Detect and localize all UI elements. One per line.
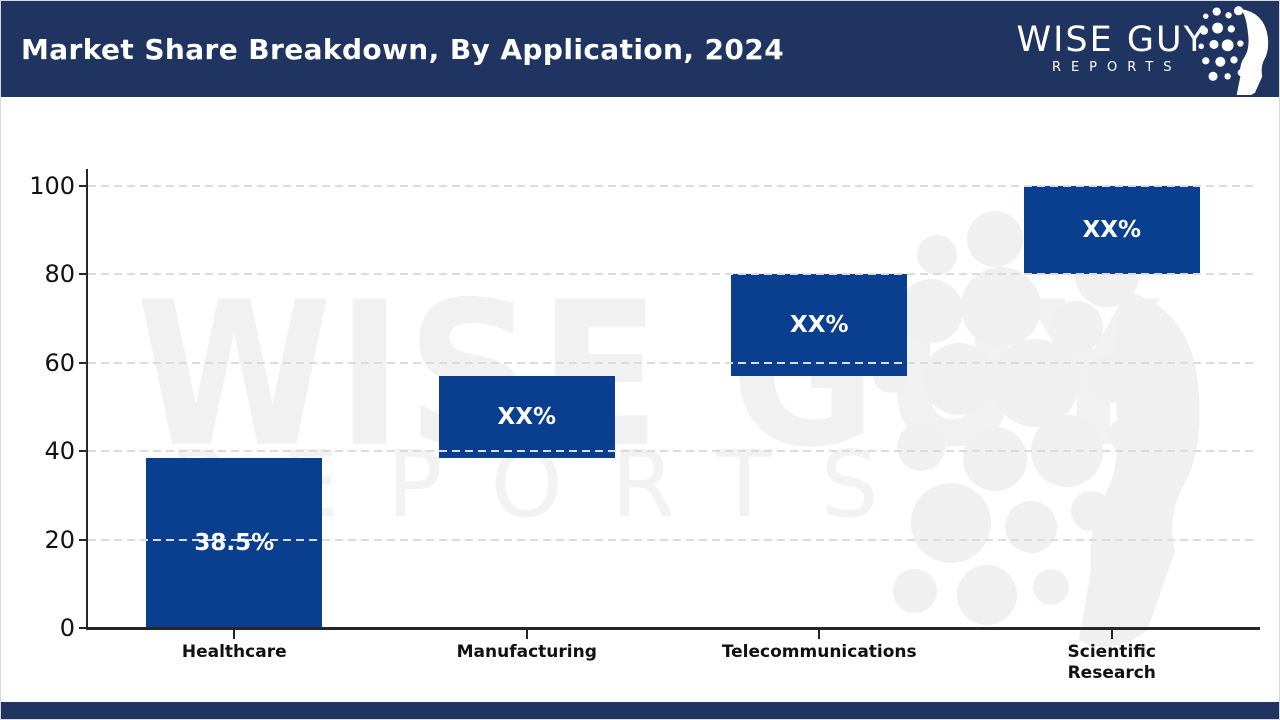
bar-value-label: XX% (789, 312, 849, 339)
x-tick-label-line: Scientific (1067, 642, 1156, 662)
y-tick-label: 20 (44, 525, 75, 554)
gridline-80 (88, 273, 1258, 276)
y-tick-label: 40 (44, 437, 75, 466)
bar-value-label: XX% (497, 403, 557, 430)
logo-wiseguy-label: WISE GUY (1016, 20, 1207, 60)
x-tick-label-line: Telecommunications (721, 642, 917, 662)
x-tick-label: Manufacturing (407, 642, 647, 663)
y-tick-mark (79, 361, 87, 364)
y-axis-spine (86, 169, 88, 630)
logo-head-dots-icon (1198, 6, 1269, 95)
wise-guy-reports-logo: WISE GUY REPORTS (1016, 3, 1279, 95)
x-tick-mark (233, 630, 236, 639)
x-tick-label: Telecommunications (699, 642, 939, 663)
y-tick-mark (79, 450, 87, 453)
header-bar: Market Share Breakdown, By Application, … (1, 1, 1279, 97)
x-tick-mark (818, 630, 821, 639)
bar-healthcare (146, 457, 323, 628)
y-tick-mark (79, 627, 87, 629)
x-tick-label-line: Research (1067, 663, 1156, 683)
x-tick-label-line: Healthcare (181, 642, 287, 662)
y-tick-mark (79, 273, 87, 276)
gridline-20 (88, 538, 1258, 541)
y-tick-label: 0 (59, 614, 75, 642)
x-axis-spine (86, 627, 1260, 630)
y-tick-label: 100 (29, 172, 75, 200)
y-tick-label: 60 (44, 348, 75, 377)
x-tick-mark (1110, 630, 1113, 639)
footer-bar (1, 702, 1279, 719)
logo-reports-label: REPORTS (1051, 60, 1182, 75)
gridline-100 (88, 185, 1258, 187)
x-tick-label-line: Manufacturing (456, 642, 597, 662)
y-tick-mark (79, 538, 87, 541)
y-tick-mark (79, 185, 87, 187)
gridline-60 (88, 361, 1258, 364)
logo-text: WISE GUY REPORTS (1016, 22, 1207, 76)
x-tick-label: Healthcare (114, 642, 354, 663)
gridline-40 (88, 450, 1258, 453)
page-title: Market Share Breakdown, By Application, … (21, 32, 785, 66)
bar-manufacturing (438, 376, 615, 458)
bar-value-label: 38.5% (194, 529, 275, 556)
x-tick-label: Scientific Research (992, 642, 1232, 684)
bar-value-label: XX% (1082, 217, 1142, 244)
y-tick-label: 80 (44, 260, 75, 289)
x-tick-mark (525, 630, 528, 639)
